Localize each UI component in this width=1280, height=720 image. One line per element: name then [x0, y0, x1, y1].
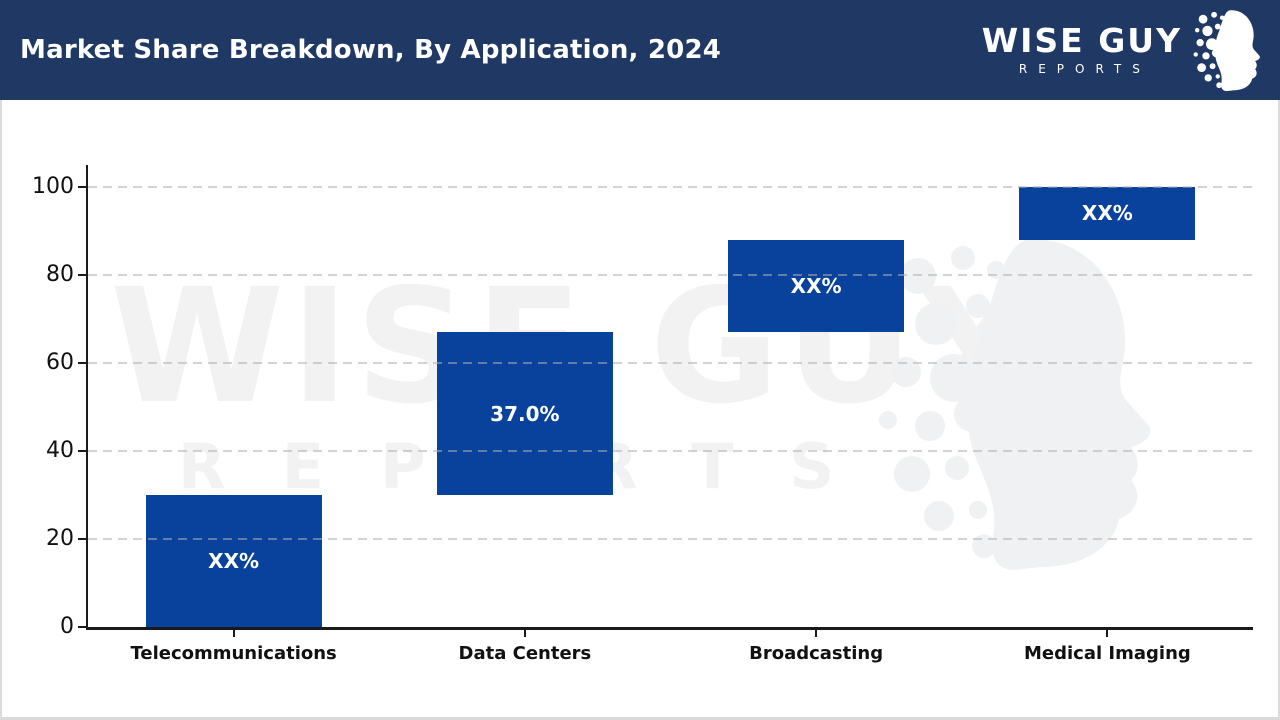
- y-tick-60: [78, 362, 86, 364]
- x-category-label: Telecommunications: [130, 643, 337, 664]
- x-axis-line: [86, 627, 1253, 630]
- header-bar: Market Share Breakdown, By Application, …: [0, 0, 1280, 100]
- y-tick-20: [78, 538, 86, 540]
- bar-medical-imaging: XX%: [1019, 187, 1196, 240]
- y-tick-40: [78, 450, 86, 452]
- head-silhouette-icon: [1193, 10, 1260, 92]
- y-tick-label: 40: [46, 438, 74, 463]
- gridline-40: [88, 450, 1253, 452]
- y-tick-label: 100: [32, 174, 74, 199]
- bar-value-label: XX%: [208, 549, 260, 573]
- x-category-label: Broadcasting: [749, 643, 884, 664]
- y-axis-line: [86, 165, 88, 629]
- bar-telecommunications: XX%: [145, 495, 322, 627]
- logo-text: WISE GUY REPORTS: [982, 24, 1182, 76]
- y-tick-label: 0: [60, 614, 74, 639]
- gridline-60: [88, 362, 1253, 364]
- logo-wordmark: WISE GUY: [981, 21, 1182, 60]
- y-tick-100: [78, 186, 86, 188]
- chart-title: Market Share Breakdown, By Application, …: [20, 35, 722, 65]
- wise-guy-logo: WISE GUY REPORTS: [982, 6, 1280, 94]
- plot-area: 0 20 40 60 80 100 XX% Telecommunications 37.0% Da…: [32, 165, 1253, 664]
- x-tick-2: [815, 630, 818, 637]
- x-category-label: Data Centers: [458, 643, 592, 664]
- gridline-100: [88, 186, 1253, 188]
- x-category-label: Medical Imaging: [1023, 643, 1191, 664]
- y-tick-label: 80: [46, 262, 74, 287]
- x-tick-1: [523, 630, 526, 637]
- x-tick-3: [1106, 630, 1109, 637]
- bar-value-label: XX%: [1081, 201, 1133, 226]
- y-tick-80: [78, 274, 86, 276]
- x-tick-0: [232, 630, 235, 637]
- logo-subtitle: REPORTS: [1018, 62, 1151, 76]
- gridline-80: [88, 274, 1253, 276]
- watermark-head-silhouette: [879, 239, 1151, 570]
- bar-value-label: XX%: [790, 273, 842, 298]
- bar-value-label: 37.0%: [490, 401, 560, 426]
- y-tick-0: [78, 626, 86, 628]
- bar-data-centers: 37.0%: [436, 332, 613, 495]
- bar-broadcasting: XX%: [728, 239, 905, 333]
- y-tick-label: 20: [46, 526, 74, 551]
- gridline-20: [88, 538, 1253, 540]
- y-tick-label: 60: [46, 350, 74, 375]
